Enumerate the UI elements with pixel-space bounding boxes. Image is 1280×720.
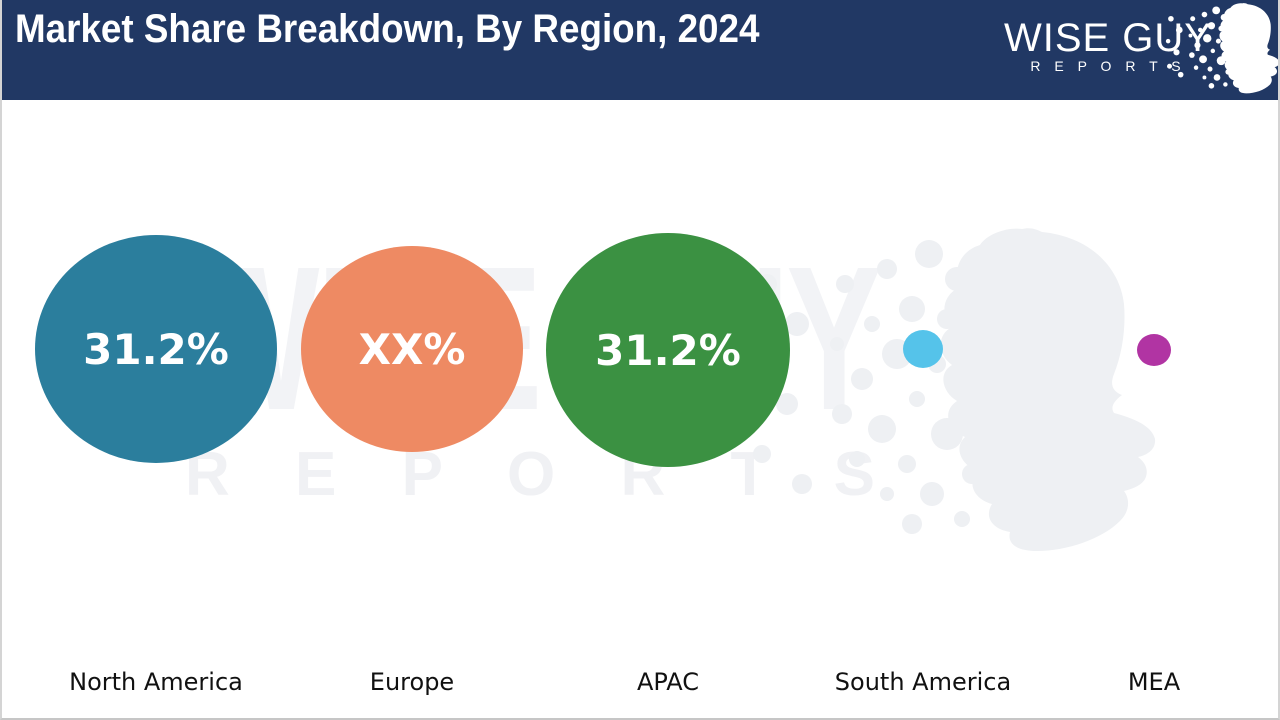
bubble-apac: 31.2% [546,233,790,467]
category-label-south-america: South America [834,668,1012,696]
category-label-apac: APAC [636,668,700,696]
header-bar: Market Share Breakdown, By Region, 2024 … [2,0,1278,100]
category-label-north-america: North America [69,668,243,696]
bubble-mea [1137,334,1171,366]
bubble-chart: 31.2% North America XX% Europe 31.2% APAC Sout… [2,100,1278,718]
bubble-south-america [903,330,943,368]
category-label-europe: Europe [369,668,455,696]
bubble-europe: XX% [301,246,523,452]
bubble-value-apac: 31.2% [595,325,741,375]
logo-subtext: R E P O R T S [1030,58,1186,74]
category-label-mea: MEA [1127,668,1181,696]
wise-guy-head-icon [1165,3,1278,94]
bubble-value-europe: XX% [358,324,466,374]
bubble-value-north-america: 31.2% [83,324,229,374]
bubble-north-america: 31.2% [35,235,277,463]
page-title: Market Share Breakdown, By Region, 2024 [15,7,760,51]
